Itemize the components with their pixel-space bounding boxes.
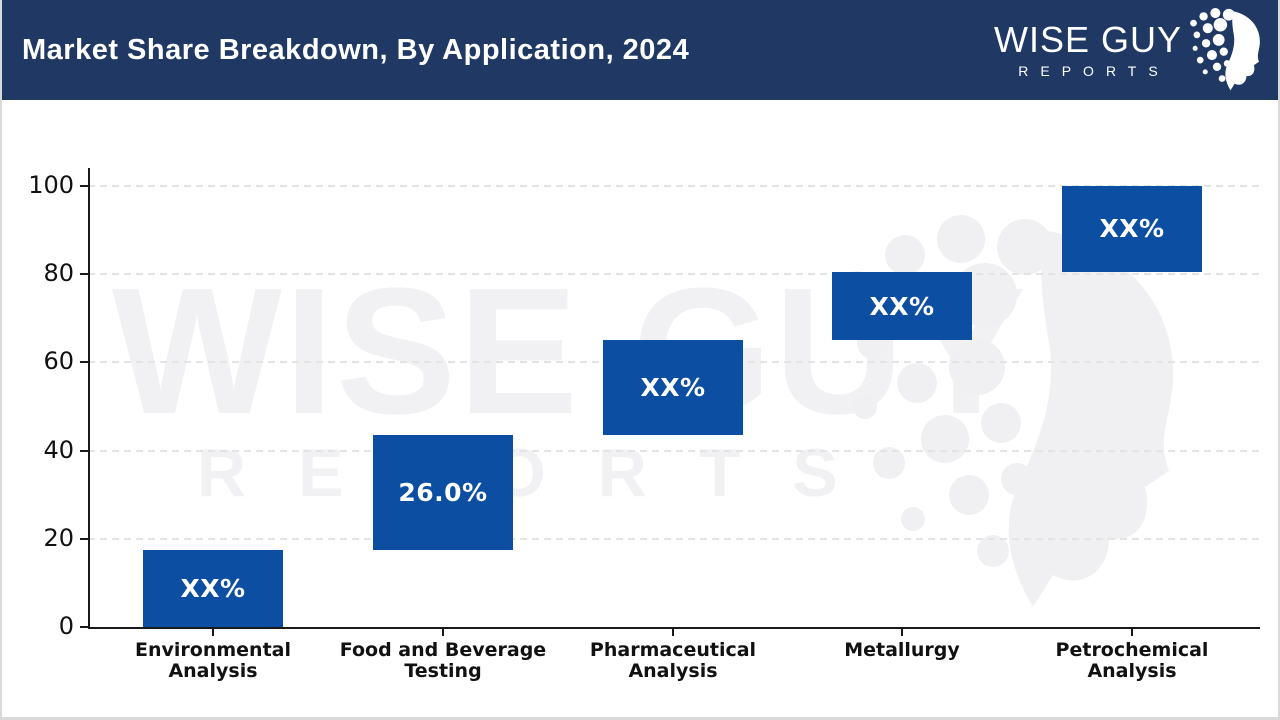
y-tick-label: 80 bbox=[43, 259, 74, 288]
y-tick-mark bbox=[80, 361, 88, 364]
y-tick-label: 60 bbox=[43, 347, 74, 376]
x-tick-mark bbox=[901, 629, 903, 636]
x-tick-mark bbox=[212, 629, 214, 636]
y-tick-mark bbox=[80, 185, 88, 187]
gridline-100 bbox=[88, 185, 1260, 187]
y-tick-mark bbox=[80, 449, 88, 452]
y-tick-label: 100 bbox=[28, 171, 74, 199]
y-tick-label: 40 bbox=[43, 435, 74, 464]
x-tick-mark bbox=[1131, 629, 1133, 636]
x-category-label: Pharmaceutical Analysis bbox=[589, 639, 757, 682]
bar-environmental-analysis: XX% bbox=[143, 549, 283, 627]
header: Market Share Breakdown, By Application, … bbox=[2, 0, 1278, 100]
y-tick-mark bbox=[80, 626, 88, 628]
x-category-label: Environmental Analysis bbox=[135, 639, 291, 682]
plot-area: 0 20 40 60 80 100 XX% Environmental Analysis 26.… bbox=[2, 100, 1278, 717]
y-tick-mark bbox=[80, 273, 88, 276]
bar-value-label: XX% bbox=[180, 573, 246, 603]
bar-petrochemical-analysis: XX% bbox=[1062, 186, 1202, 272]
wiseguy-head-icon bbox=[1190, 8, 1260, 91]
wiseguy-logo: WISE GUY REPORTS bbox=[994, 8, 1266, 92]
bar-value-label: 26.0% bbox=[398, 477, 488, 507]
y-axis-line bbox=[88, 168, 90, 629]
watermark-text-line2: REPORTS bbox=[197, 435, 890, 511]
gridline-20 bbox=[88, 537, 1260, 540]
x-axis-line bbox=[88, 627, 1260, 629]
x-category-label: Metallurgy bbox=[844, 639, 960, 661]
logo-subtext: REPORTS bbox=[1018, 63, 1170, 79]
bar-value-label: XX% bbox=[869, 291, 935, 321]
y-tick-label: 20 bbox=[43, 523, 74, 552]
y-tick-mark bbox=[80, 537, 88, 540]
gridline-80 bbox=[88, 273, 1260, 276]
bar-food-and-beverage-testing: 26.0% bbox=[373, 435, 513, 550]
page-title: Market Share Breakdown, By Application, … bbox=[22, 33, 690, 66]
bar-pharmaceutical-analysis: XX% bbox=[603, 340, 743, 436]
bar-value-label: XX% bbox=[1099, 214, 1165, 244]
x-category-label: Food and Beverage Testing bbox=[339, 639, 547, 682]
x-category-label: Petrochemical Analysis bbox=[1055, 639, 1209, 682]
y-tick-label: 0 bbox=[58, 612, 74, 640]
x-tick-mark bbox=[442, 629, 444, 636]
gridline-40 bbox=[88, 449, 1260, 452]
logo-wordmark: WISE GUY bbox=[993, 19, 1182, 60]
bar-value-label: XX% bbox=[640, 373, 706, 403]
bar-metallurgy: XX% bbox=[832, 271, 972, 341]
x-tick-mark bbox=[672, 629, 674, 636]
